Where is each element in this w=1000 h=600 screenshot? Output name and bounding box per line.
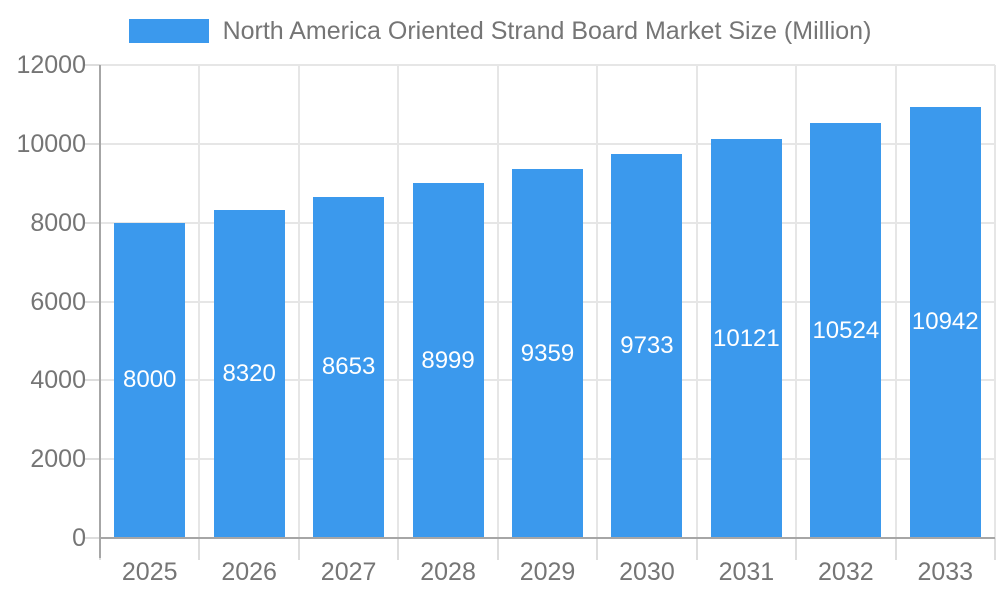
bar-value-label: 9359 <box>520 339 575 367</box>
x-tick-label: 2028 <box>420 558 476 586</box>
x-tick <box>198 538 201 560</box>
h-gridline <box>100 142 995 145</box>
legend-swatch <box>128 19 209 43</box>
x-tick-label: 2031 <box>718 558 775 586</box>
bar-value-label: 10942 <box>911 308 979 336</box>
y-tick <box>84 221 100 224</box>
y-tick-label: 2000 <box>30 445 86 474</box>
bar <box>710 139 782 538</box>
v-gridline <box>397 65 400 538</box>
x-tick <box>397 538 400 560</box>
y-tick-label: 12000 <box>16 51 86 79</box>
y-tick <box>84 64 100 66</box>
legend-label: North America Oriented Strand Board Mark… <box>222 17 872 45</box>
x-tick-label: 2032 <box>818 558 874 586</box>
bar <box>313 196 385 538</box>
y-tick-label: 0 <box>72 524 86 552</box>
x-tick-label: 2030 <box>619 558 675 586</box>
y-axis-line <box>99 65 101 558</box>
y-tick <box>84 458 100 461</box>
x-tick-label: 2025 <box>121 558 178 586</box>
bar <box>909 106 981 538</box>
bar-value-label: 8320 <box>222 360 276 388</box>
x-tick <box>695 538 698 560</box>
y-tick <box>84 537 100 539</box>
v-gridline <box>894 65 897 538</box>
bar <box>412 183 484 538</box>
bar-value-label: 10524 <box>812 316 880 344</box>
x-tick <box>994 538 996 560</box>
bar-value-label: 8999 <box>421 346 475 374</box>
bar <box>611 154 683 538</box>
y-tick <box>84 142 100 145</box>
x-tick-label: 2026 <box>221 558 277 586</box>
x-tick-label: 2033 <box>917 558 974 586</box>
bar-value-label: 10121 <box>713 324 780 352</box>
y-tick-label: 8000 <box>30 208 86 237</box>
y-tick <box>84 379 100 382</box>
y-tick-label: 10000 <box>16 129 86 158</box>
chart-legend[interactable]: North America Oriented Strand Board Mark… <box>0 14 1000 48</box>
x-tick-label: 2027 <box>320 558 377 586</box>
bar-value-label: 8653 <box>321 353 376 381</box>
y-tick-label: 4000 <box>30 366 86 395</box>
v-gridline <box>596 65 599 538</box>
x-axis-line <box>100 537 995 539</box>
v-gridline <box>795 65 798 538</box>
y-tick-label: 6000 <box>30 287 86 316</box>
x-tick <box>297 538 300 560</box>
v-gridline <box>496 65 499 538</box>
h-gridline <box>100 64 995 66</box>
bar-value-label: 9733 <box>620 332 674 360</box>
bar <box>512 169 583 538</box>
bar <box>213 210 285 538</box>
v-gridline <box>198 65 201 538</box>
y-tick <box>84 300 100 303</box>
v-gridline <box>297 65 300 538</box>
x-tick <box>894 538 897 560</box>
v-gridline <box>695 65 698 538</box>
x-tick <box>496 538 499 560</box>
x-tick <box>795 538 798 560</box>
x-tick-label: 2029 <box>519 558 576 586</box>
v-gridline <box>994 65 996 538</box>
x-tick <box>596 538 599 560</box>
bar <box>114 222 186 538</box>
bar <box>810 123 882 538</box>
bar-value-label: 8000 <box>123 366 177 394</box>
